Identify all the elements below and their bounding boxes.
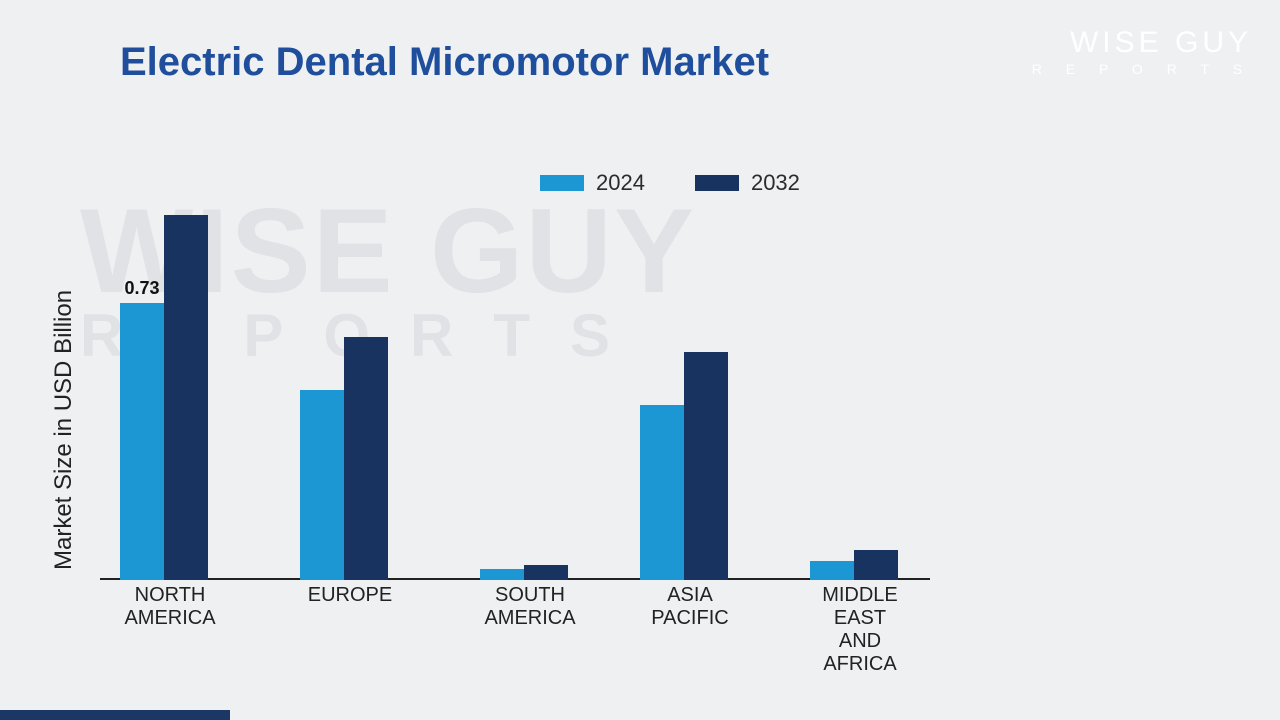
bar-value-label: 0.73 — [114, 278, 170, 299]
legend-label-2024: 2024 — [596, 170, 645, 196]
brand-logo: WISE GUY R E P O R T S — [1032, 28, 1252, 76]
legend-swatch-2032 — [695, 175, 739, 191]
y-axis-label: Market Size in USD Billion — [50, 290, 78, 570]
bar-series1 — [640, 405, 684, 580]
plot-area: 0.73 — [100, 200, 930, 580]
legend-swatch-2024 — [540, 175, 584, 191]
x-label: SOUTH AMERICA — [460, 584, 600, 630]
x-label: MIDDLE EAST AND AFRICA — [790, 584, 930, 676]
legend-item-2032: 2032 — [695, 170, 800, 196]
bar-series2 — [344, 337, 388, 580]
bar-series1 — [300, 390, 344, 580]
bar-series2 — [164, 215, 208, 580]
bar-series2 — [854, 550, 898, 580]
legend-label-2032: 2032 — [751, 170, 800, 196]
bar-series1 — [120, 303, 164, 580]
chart-title: Electric Dental Micromotor Market — [120, 40, 769, 85]
bar-series2 — [684, 352, 728, 580]
x-label: ASIA PACIFIC — [620, 584, 760, 630]
bar-series2 — [524, 565, 568, 580]
chart-canvas: WISE GUY R E P O R T S Electric Dental M… — [0, 0, 1280, 720]
bar-series1 — [810, 561, 854, 580]
legend-item-2024: 2024 — [540, 170, 645, 196]
brand-line2: R E P O R T S — [1032, 62, 1252, 76]
footer-accent — [0, 710, 230, 720]
bar-series1 — [480, 569, 524, 580]
brand-line1: WISE GUY — [1032, 28, 1252, 58]
x-label: NORTH AMERICA — [100, 584, 240, 630]
x-label: EUROPE — [280, 584, 420, 607]
legend: 2024 2032 — [540, 170, 800, 196]
